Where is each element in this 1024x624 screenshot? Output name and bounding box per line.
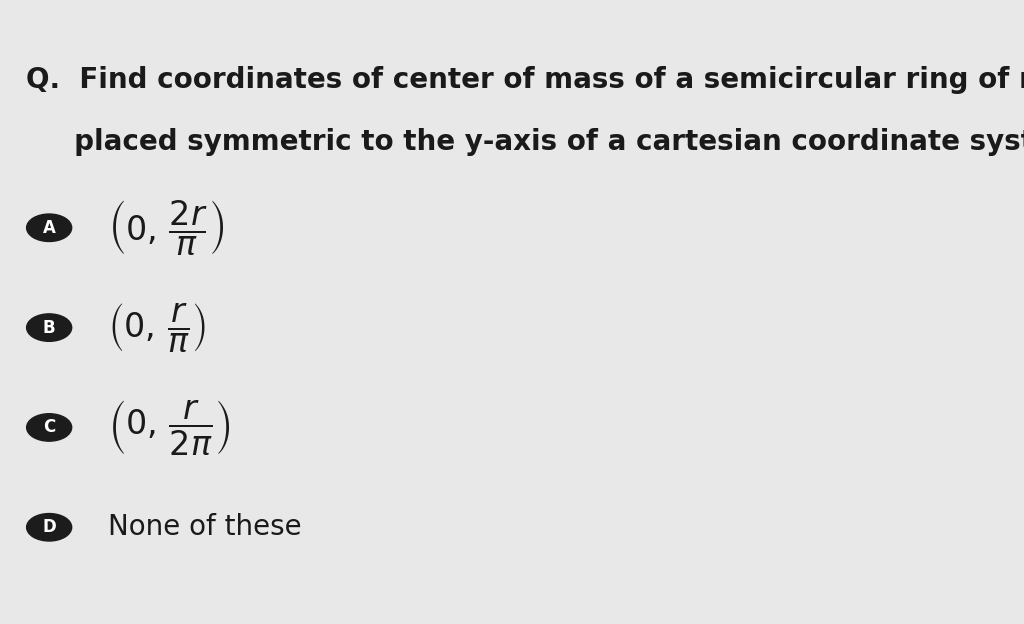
Text: C: C (43, 419, 55, 436)
Text: B: B (43, 319, 55, 336)
Text: None of these: None of these (108, 514, 301, 541)
Circle shape (27, 514, 72, 541)
Text: Q.  Find coordinates of center of mass of a semicircular ring of radius: Q. Find coordinates of center of mass of… (26, 66, 1024, 94)
Circle shape (27, 414, 72, 441)
Circle shape (27, 214, 72, 241)
Circle shape (27, 314, 72, 341)
Text: placed symmetric to the y-axis of a cartesian coordinate system.: placed symmetric to the y-axis of a cart… (26, 128, 1024, 156)
Text: $\left(0,\,\dfrac{r}{\pi}\right)$: $\left(0,\,\dfrac{r}{\pi}\right)$ (108, 301, 206, 354)
Text: $\left(0,\,\dfrac{r}{2\pi}\right)$: $\left(0,\,\dfrac{r}{2\pi}\right)$ (108, 398, 230, 457)
Text: D: D (42, 519, 56, 536)
Text: A: A (43, 219, 55, 236)
Text: $\left(0,\,\dfrac{2r}{\pi}\right)$: $\left(0,\,\dfrac{2r}{\pi}\right)$ (108, 198, 223, 257)
